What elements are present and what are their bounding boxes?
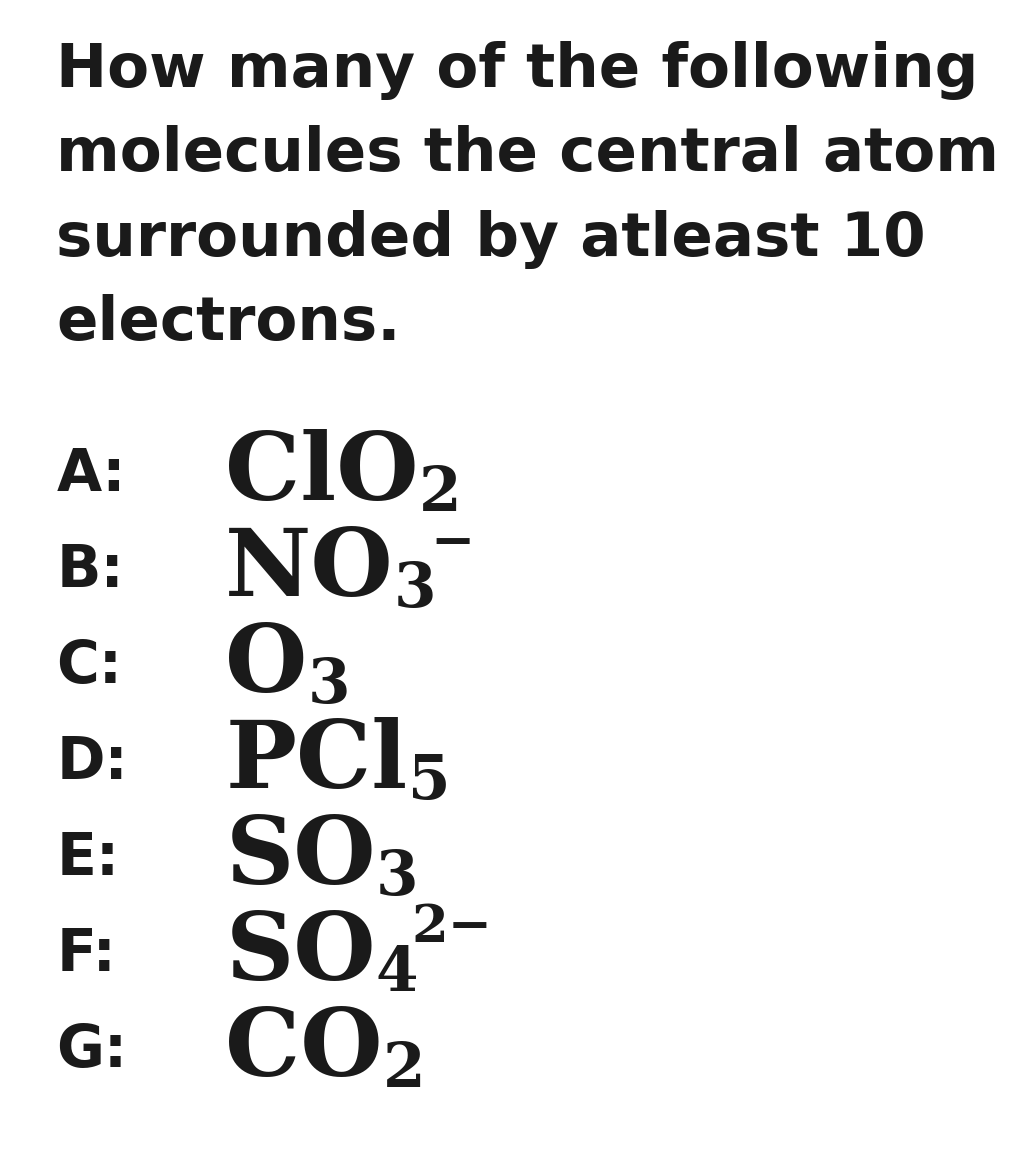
Text: SO: SO (225, 910, 376, 999)
Text: SO: SO (225, 814, 376, 903)
Text: A:: A: (56, 446, 126, 502)
Text: G:: G: (56, 1022, 127, 1078)
Text: 5: 5 (408, 752, 450, 813)
Text: 4: 4 (376, 944, 418, 1005)
Text: 3: 3 (394, 560, 436, 621)
Text: electrons.: electrons. (56, 294, 400, 352)
Text: −: − (430, 518, 474, 569)
Text: 2: 2 (419, 464, 462, 525)
Text: CO: CO (225, 1006, 383, 1095)
Text: surrounded by atleast 10: surrounded by atleast 10 (56, 210, 926, 268)
Text: NO: NO (225, 526, 394, 615)
Text: B:: B: (56, 542, 124, 598)
Text: molecules the central atom is: molecules the central atom is (56, 125, 1024, 184)
Text: O: O (225, 622, 307, 711)
Text: 3: 3 (376, 848, 418, 909)
Text: ClO: ClO (225, 430, 419, 519)
Text: D:: D: (56, 734, 128, 790)
Text: PCl: PCl (225, 718, 408, 807)
Text: E:: E: (56, 830, 120, 886)
Text: 2: 2 (383, 1040, 425, 1101)
Text: 2−: 2− (412, 902, 493, 953)
Text: How many of the following: How many of the following (56, 41, 979, 100)
Text: F:: F: (56, 926, 116, 982)
Text: 3: 3 (307, 656, 350, 717)
Text: C:: C: (56, 638, 122, 694)
